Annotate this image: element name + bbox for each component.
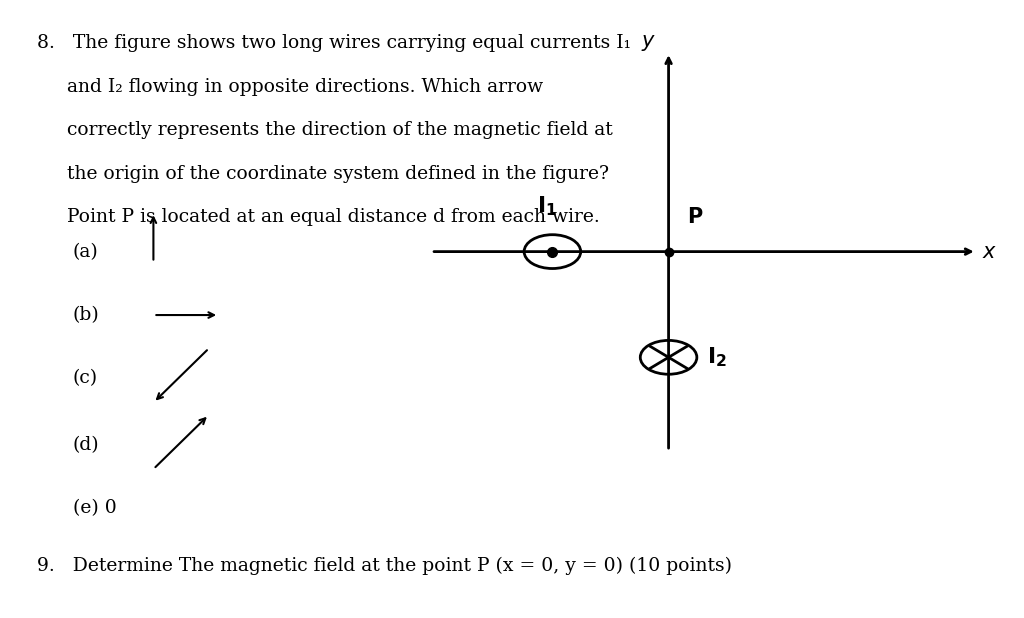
Text: $\mathbf{I_2}$: $\mathbf{I_2}$ [707,345,727,369]
Text: Point P is located at an equal distance d from each wire.: Point P is located at an equal distance … [37,208,600,226]
Text: (a): (a) [73,243,98,261]
Text: $\mathbf{P}$: $\mathbf{P}$ [687,208,703,227]
Text: the origin of the coordinate system defined in the figure?: the origin of the coordinate system defi… [37,164,609,182]
Text: and I₂ flowing in opposite directions. Which arrow: and I₂ flowing in opposite directions. W… [37,78,544,96]
Text: correctly represents the direction of the magnetic field at: correctly represents the direction of th… [37,121,613,139]
Text: $\mathbf{I_1}$: $\mathbf{I_1}$ [538,195,557,218]
Text: $x$: $x$ [982,242,996,261]
Text: (b): (b) [73,306,99,324]
Text: $y$: $y$ [641,33,656,53]
Text: (e) 0: (e) 0 [73,499,117,517]
Text: 9.   Determine The magnetic field at the point P (x = 0, y = 0) (10 points): 9. Determine The magnetic field at the p… [37,557,732,575]
Text: 8.   The figure shows two long wires carrying equal currents I₁: 8. The figure shows two long wires carry… [37,34,631,52]
Text: (d): (d) [73,436,99,454]
Text: (c): (c) [73,370,97,387]
